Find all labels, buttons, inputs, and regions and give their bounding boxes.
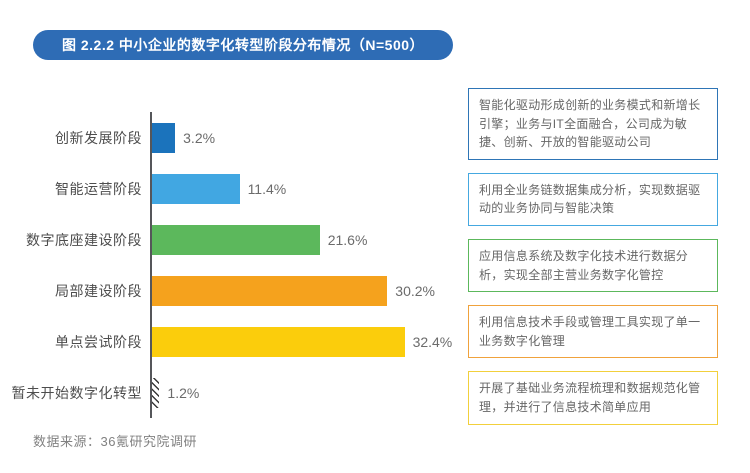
chart-title-banner: 图 2.2.2 中小企业的数字化转型阶段分布情况（N=500） [33,30,453,60]
bar-value-label: 30.2% [395,282,435,299]
chart-row: 创新发展阶段 3.2% [0,112,460,163]
stage-description-box: 利用全业务链数据集成分析，实现数据驱动的业务协同与智能决策 [468,172,718,226]
bar-segment [150,326,405,357]
bar-chart: 创新发展阶段 3.2% 智能运营阶段 11.4% 数字底座建设阶段 21.6% 局部建设阶段… [0,112,460,418]
bar-wrap: 30.2% [150,275,435,306]
stage-description-boxes: 智能化驱动形成创新的业务模式和新增长引擎；业务与IT全面融合，公司成为敏捷、创新… [468,88,718,438]
category-label: 单点尝试阶段 [55,333,142,350]
category-label: 数字底座建设阶段 [26,231,142,248]
chart-row: 数字底座建设阶段 21.6% [0,214,460,265]
data-source-note: 数据来源：36氪研究院调研 [33,434,197,449]
stage-description-box: 利用信息技术手段或管理工具实现了单一业务数字化管理 [468,305,718,359]
chart-row: 暂未开始数字化转型 1.2% [0,367,460,418]
chart-row: 单点尝试阶段 32.4% [0,316,460,367]
chart-title: 图 2.2.2 中小企业的数字化转型阶段分布情况（N=500） [61,37,425,53]
chart-row: 局部建设阶段 30.2% [0,265,460,316]
bar-value-label: 21.6% [327,231,368,248]
bar-value-label: 11.4% [247,180,287,197]
bar-value-label: 1.2% [167,384,200,401]
bar-segment [150,377,160,408]
bar-value-label: 3.2% [183,129,216,146]
bar-wrap: 11.4% [150,173,287,204]
category-label: 局部建设阶段 [55,282,142,299]
category-label: 暂未开始数字化转型 [11,384,142,401]
bar-segment [150,224,320,255]
bar-segment [150,173,240,204]
stage-description-box: 智能化驱动形成创新的业务模式和新增长引擎；业务与IT全面融合，公司成为敏捷、创新… [468,88,718,160]
stage-description-box: 应用信息系统及数字化技术进行数据分析，实现全部主营业务数字化管控 [468,238,718,293]
bar-value-label: 32.4% [412,333,453,350]
chart-row: 智能运营阶段 11.4% [0,163,460,214]
y-axis-line [150,112,152,418]
bar-segment [150,275,388,306]
bar-segment [150,122,176,153]
category-label: 智能运营阶段 [55,180,142,197]
bar-wrap: 32.4% [150,326,453,357]
category-label: 创新发展阶段 [55,129,142,146]
bar-wrap: 21.6% [150,224,368,255]
stage-description-box: 开展了基础业务流程梳理和数据规范化管理，并进行了信息技术简单应用 [468,371,718,425]
bar-wrap: 3.2% [150,122,216,153]
bar-wrap: 1.2% [150,377,200,408]
